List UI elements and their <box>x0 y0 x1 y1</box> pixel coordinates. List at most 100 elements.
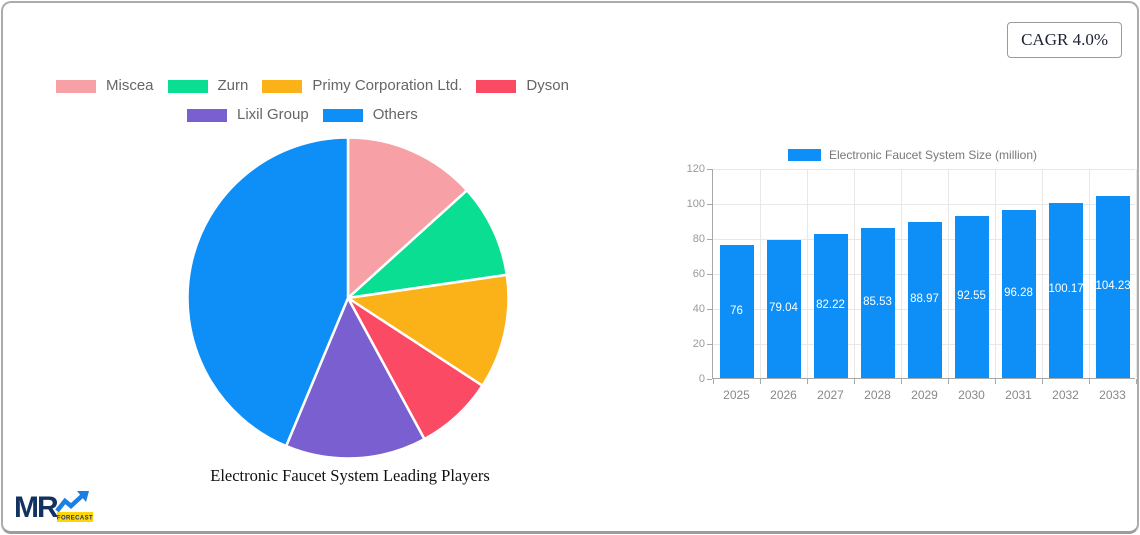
y-axis-tick-mark <box>707 238 712 240</box>
bar-2032: 100.17 <box>1048 202 1084 378</box>
gridline-horizontal <box>713 168 1135 170</box>
y-axis-tick-label: 0 <box>698 373 705 385</box>
logo-badge-background <box>57 512 93 522</box>
gridline-vertical <box>1088 169 1090 378</box>
y-axis-tick-mark <box>707 308 712 310</box>
x-axis-tick-mark <box>1088 379 1090 384</box>
bar-value-label: 88.97 <box>910 293 939 306</box>
mr-forecast-logo: MR FORECAST <box>16 491 93 524</box>
bar-2025: 76 <box>719 245 754 378</box>
bar-2030: 92.55 <box>954 216 989 378</box>
bar-chart-plot: 0 20 40 60 80 100 120 76 2025 79.04 2026 82.22 2027 8… <box>687 163 1137 402</box>
bar-legend-item[interactable]: Electronic Faucet System Size (million) <box>700 147 1125 163</box>
logo-trend-arrow-icon <box>55 493 85 513</box>
bar-legend-label: Electronic Faucet System Size (million) <box>828 148 1038 162</box>
pie-slice-miscea <box>346 136 469 300</box>
bar-2026: 79.04 <box>766 239 801 378</box>
x-axis-tick-mark <box>1041 379 1043 384</box>
bar-value-label: 76 <box>730 304 743 317</box>
y-axis-tick-label: 100 <box>686 198 705 210</box>
x-axis-tick-label: 2033 <box>1099 388 1126 402</box>
y-axis-tick-mark <box>707 378 712 380</box>
gridline-vertical <box>759 169 761 378</box>
x-axis-tick-mark <box>994 379 996 384</box>
bar-2033: 104.23 <box>1095 195 1131 378</box>
x-axis-tick-label: 2028 <box>864 388 891 402</box>
y-axis-tick-label: 40 <box>692 303 705 315</box>
pie-slice-lixil-group <box>284 296 426 460</box>
legend-item-label: Lixil Group <box>237 106 309 123</box>
y-axis-tick-mark <box>707 343 712 345</box>
bar-2028: 85.53 <box>860 228 895 378</box>
x-axis-tick-mark <box>1135 379 1137 384</box>
bar-value-label: 100.17 <box>1048 283 1084 296</box>
pie-slice-others <box>186 136 350 448</box>
x-axis-tick-label: 2026 <box>770 388 797 402</box>
legend-swatch-icon <box>167 79 208 93</box>
pie-chart <box>186 136 510 460</box>
legend-swatch-icon <box>56 79 96 93</box>
bar-2027: 82.22 <box>813 234 848 378</box>
legend-item-label: Miscea <box>106 77 154 94</box>
y-axis-tick-mark <box>707 168 712 170</box>
bar-value-label: 92.55 <box>957 290 986 303</box>
legend-swatch-icon <box>476 79 517 93</box>
pie-slice-primy-corporation-ltd- <box>346 273 510 387</box>
legend-item-label: Others <box>372 106 418 123</box>
x-axis-tick-mark <box>806 379 808 384</box>
y-axis-tick-label: 60 <box>692 268 705 280</box>
bar-value-label: 104.23 <box>1095 279 1131 292</box>
x-axis-tick-label: 2032 <box>1052 388 1079 402</box>
pie-legend-item-miscea[interactable]: Miscea <box>56 78 154 94</box>
bar-value-label: 82.22 <box>816 299 845 312</box>
x-axis-tick-mark <box>759 379 761 384</box>
pie-legend-item-lixil-group[interactable]: Lixil Group <box>187 107 309 123</box>
x-axis-tick-label: 2029 <box>911 388 938 402</box>
y-axis-tick-label: 120 <box>686 163 705 175</box>
bar-value-label: 96.28 <box>1004 286 1033 299</box>
pie-legend-row-1: Miscea Zurn Primy Corporation Ltd. Dyson <box>56 78 569 94</box>
pie-legend-item-others[interactable]: Others <box>322 106 418 123</box>
x-axis-tick-mark <box>947 379 949 384</box>
legend-swatch-icon <box>322 108 363 122</box>
pie-legend-item-zurn[interactable]: Zurn <box>167 77 249 94</box>
bar-value-label: 79.04 <box>769 301 798 314</box>
gridline-vertical <box>900 169 902 378</box>
y-axis-tick-mark <box>707 203 712 205</box>
legend-swatch-icon <box>187 108 227 122</box>
x-axis-tick-label: 2025 <box>723 388 750 402</box>
pie-slice-zurn <box>346 189 509 300</box>
gridline-horizontal <box>713 203 1135 205</box>
bar-legend-swatch-icon <box>787 149 821 161</box>
pie-legend-item-primy-corporation-ltd-[interactable]: Primy Corporation Ltd. <box>262 78 462 94</box>
x-axis-tick-mark <box>853 379 855 384</box>
x-axis-tick-mark <box>900 379 902 384</box>
pie-legend-item-dyson[interactable]: Dyson <box>476 78 569 94</box>
legend-swatch-icon <box>262 79 303 93</box>
legend-item-label: Zurn <box>217 77 249 94</box>
y-axis-tick-label: 80 <box>692 233 705 245</box>
y-axis-tick-mark <box>707 273 712 275</box>
bar-value-label: 85.53 <box>863 296 892 309</box>
logo-forecast-text: FORECAST <box>57 516 93 522</box>
pie-chart-title: Electronic Faucet System Leading Players <box>210 466 490 485</box>
y-axis-tick-label: 20 <box>692 338 705 350</box>
bar-2029: 88.97 <box>907 222 942 378</box>
x-axis-tick-label: 2027 <box>817 388 844 402</box>
x-axis-tick-mark <box>712 379 714 384</box>
gridline-vertical <box>994 169 996 378</box>
gridline-vertical <box>806 169 808 378</box>
logo-arrowhead-icon <box>77 491 89 502</box>
x-axis-tick-label: 2031 <box>1005 388 1032 402</box>
x-axis-tick-label: 2030 <box>958 388 985 402</box>
gridline-vertical <box>1135 169 1137 378</box>
bar-2031: 96.28 <box>1001 209 1036 378</box>
gridline-vertical <box>1041 169 1043 378</box>
logo-mr-text: MR <box>16 491 59 524</box>
legend-item-label: Dyson <box>526 77 569 94</box>
gridline-vertical <box>947 169 949 378</box>
pie-legend-row-2: Lixil Group Others <box>187 107 418 123</box>
gridline-vertical <box>853 169 855 378</box>
legend-item-label: Primy Corporation Ltd. <box>312 77 463 94</box>
